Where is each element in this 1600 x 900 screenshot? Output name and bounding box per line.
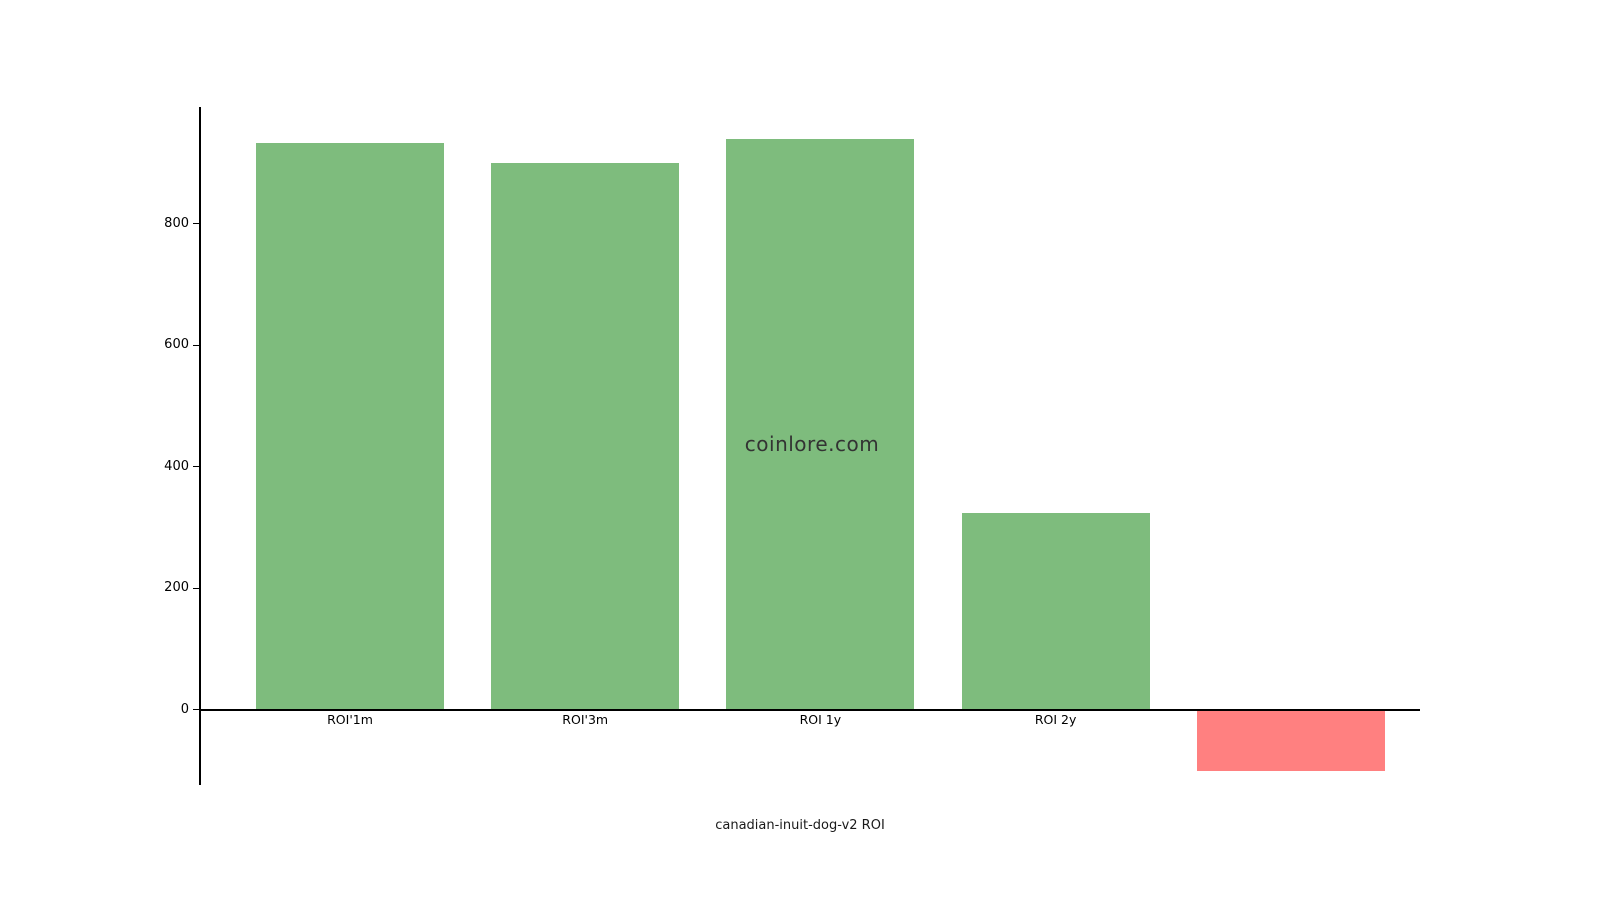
y-tick-label: 600 [164,337,189,353]
y-tick-mark [193,223,199,225]
bar-roi-2y [961,513,1150,710]
y-tick-mark [193,344,199,346]
x-tick-label: ROI 2y [1034,712,1077,728]
y-axis-spine [199,107,201,785]
bar-roi-1m [256,142,444,710]
x-tick-label: ROI'1m [327,712,373,728]
y-tick-label: 200 [164,580,189,596]
bar-roi-1y [726,138,915,710]
y-tick-label: 400 [164,458,189,474]
x-tick-label: ROI'3m [562,712,609,728]
chart-title: canadian-inuit-dog-v2 ROI [715,818,885,833]
y-tick-label: 800 [164,215,189,231]
y-tick-label: 0 [180,701,189,717]
x-tick-label: ROI 1y [799,712,842,728]
y-tick-mark [193,709,199,711]
y-tick-mark [193,587,199,589]
watermark-text: coinlore.com [744,432,880,456]
x-axis-line [199,709,1420,711]
bar-unlabeled [1196,710,1385,772]
bar-roi-3m [491,162,680,710]
y-tick-mark [193,466,199,468]
